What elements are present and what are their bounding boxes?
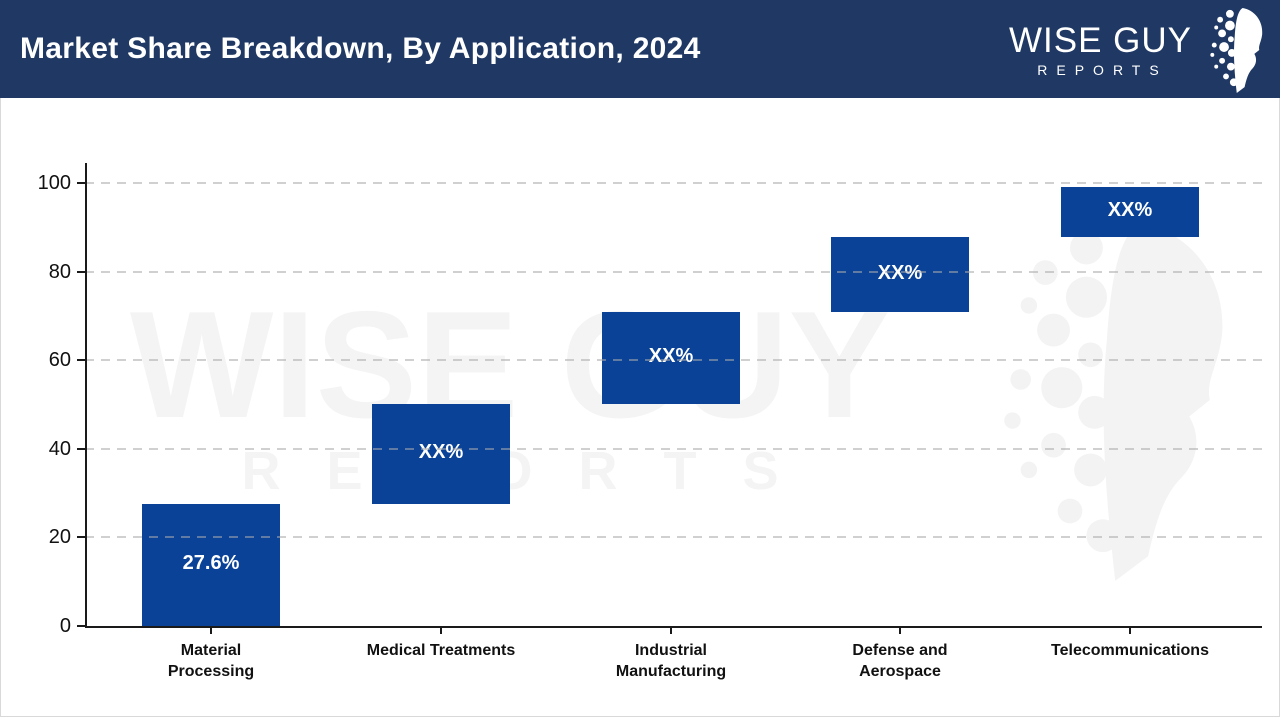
x-axis <box>85 626 1262 628</box>
y-axis-tick <box>77 536 85 539</box>
y-axis-tick <box>77 359 85 362</box>
x-axis-tick <box>670 626 672 634</box>
x-axis-tick <box>440 626 442 634</box>
gridline <box>85 270 1262 273</box>
bar: XX% <box>831 237 969 312</box>
x-tick-label: Medical Treatments <box>326 640 556 661</box>
chart-area: 0 20 40 60 80 100 27.6% XX% XX% XX% XX% Material Pro… <box>0 98 1280 720</box>
y-axis-tick <box>77 270 85 273</box>
y-axis-tick <box>77 447 85 450</box>
y-axis <box>85 163 87 628</box>
x-axis-tick <box>210 626 212 634</box>
y-tick-label: 80 <box>48 260 71 283</box>
bar-label: XX% <box>648 344 694 367</box>
gridline <box>85 182 1262 185</box>
bar: XX% <box>602 311 740 404</box>
logo-text: WISE GUY REPORTS <box>1008 21 1192 79</box>
y-tick-label: 40 <box>48 437 71 460</box>
y-tick-label: 0 <box>59 615 71 637</box>
x-tick-label-line: Industrial <box>634 642 707 659</box>
x-tick-label: Industrial Manufacturing <box>556 640 786 682</box>
bar-label: XX% <box>877 261 923 284</box>
gridline <box>85 447 1262 450</box>
x-tick-label-line: Defense and <box>852 642 948 659</box>
logo-subtitle: REPORTS <box>1037 62 1168 78</box>
y-tick-label: 20 <box>48 526 71 549</box>
page-title: Market Share Breakdown, By Application, … <box>20 32 701 65</box>
watermark-text: WISE GUY <box>129 280 891 450</box>
y-tick-label: 60 <box>48 349 71 372</box>
gridline <box>85 359 1262 362</box>
x-tick-label: Defense and Aerospace <box>785 640 1015 682</box>
x-axis-tick <box>1129 626 1131 634</box>
x-tick-label: Material Processing <box>96 640 326 682</box>
x-tick-label-line: Aerospace <box>859 663 941 680</box>
x-axis-tick <box>899 626 901 634</box>
logo-face-icon <box>1210 7 1263 94</box>
gridline <box>85 536 1262 539</box>
x-tick-label-line: Manufacturing <box>615 663 727 680</box>
wiseguy-logo: WISE GUY REPORTS <box>1009 4 1266 96</box>
bar: XX% <box>372 403 510 504</box>
bar: 27.6% <box>142 503 280 626</box>
x-tick-label-line: Telecommunications <box>1051 642 1209 659</box>
header: Market Share Breakdown, By Application, … <box>0 0 1280 98</box>
bar-label: XX% <box>1107 199 1153 222</box>
x-tick-label-line: Medical Treatments <box>366 642 516 659</box>
watermark-face-icon <box>1004 223 1223 581</box>
x-tick-label: Telecommunications <box>1015 640 1245 661</box>
x-tick-label-line: Material <box>180 642 242 659</box>
bar: XX% <box>1061 186 1199 238</box>
y-tick-label: 100 <box>37 172 71 195</box>
y-axis-tick <box>77 182 85 185</box>
x-tick-label-line: Processing <box>167 663 255 680</box>
logo-wordmark: WISE GUY <box>1008 21 1192 60</box>
y-axis-tick <box>77 625 85 627</box>
bar-label: XX% <box>418 440 464 463</box>
bar-label: 27.6% <box>182 551 240 574</box>
